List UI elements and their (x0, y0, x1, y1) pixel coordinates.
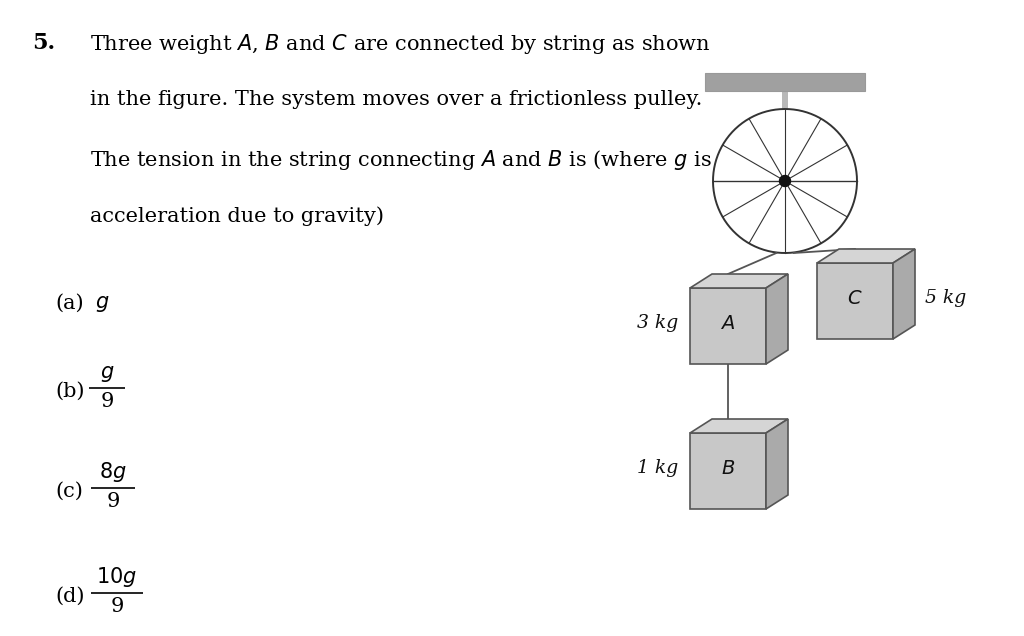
Polygon shape (766, 274, 788, 364)
Polygon shape (766, 419, 788, 509)
Text: $10g$: $10g$ (96, 565, 137, 589)
Text: The tension in the string connecting $A$ and $B$ is (where $g$ is: The tension in the string connecting $A$… (90, 148, 712, 172)
Text: (d): (d) (55, 587, 85, 606)
Text: (b): (b) (55, 382, 85, 401)
Text: $g$: $g$ (99, 364, 115, 384)
Text: $C$: $C$ (847, 290, 863, 308)
Text: 9: 9 (106, 492, 120, 511)
Polygon shape (817, 263, 893, 339)
Circle shape (779, 176, 791, 186)
Text: 5 kg: 5 kg (925, 289, 967, 307)
Polygon shape (690, 419, 788, 433)
Polygon shape (690, 288, 766, 364)
Text: 1 kg: 1 kg (637, 459, 678, 477)
Polygon shape (690, 433, 766, 509)
Polygon shape (893, 249, 915, 339)
Text: $8g$: $8g$ (99, 460, 127, 484)
Text: in the figure. The system moves over a frictionless pulley.: in the figure. The system moves over a f… (90, 90, 702, 109)
Text: 3 kg: 3 kg (637, 314, 678, 332)
Text: 5.: 5. (32, 32, 55, 54)
Polygon shape (690, 274, 788, 288)
Text: 9: 9 (111, 597, 124, 616)
Polygon shape (817, 249, 915, 263)
FancyBboxPatch shape (705, 73, 865, 91)
Text: acceleration due to gravity): acceleration due to gravity) (90, 206, 384, 226)
Text: $g$: $g$ (95, 294, 110, 314)
Text: $B$: $B$ (721, 460, 735, 478)
Text: (a): (a) (55, 294, 84, 313)
FancyBboxPatch shape (782, 91, 787, 109)
Text: (c): (c) (55, 482, 83, 501)
Text: Three weight $A$, $B$ and $C$ are connected by string as shown: Three weight $A$, $B$ and $C$ are connec… (90, 32, 711, 56)
Text: 9: 9 (100, 392, 114, 411)
Text: $A$: $A$ (721, 315, 735, 333)
